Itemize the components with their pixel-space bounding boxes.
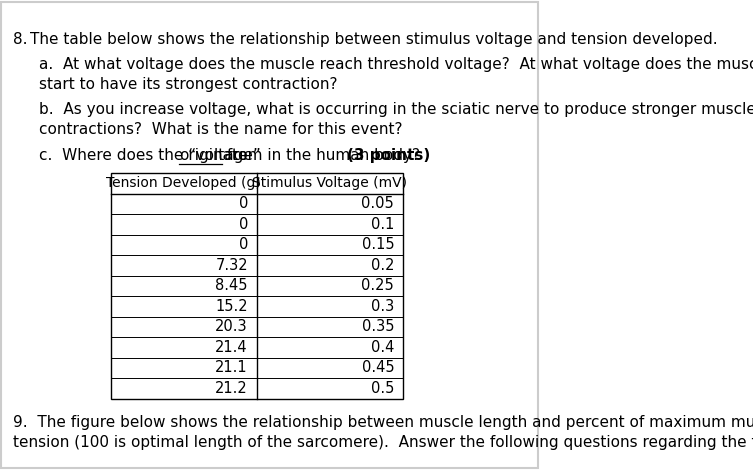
Text: 0.25: 0.25 bbox=[361, 278, 394, 293]
Text: 0.5: 0.5 bbox=[370, 381, 394, 396]
Text: contractions?  What is the name for this event?: contractions? What is the name for this … bbox=[39, 122, 403, 137]
Text: 0.35: 0.35 bbox=[361, 319, 394, 334]
Text: 21.4: 21.4 bbox=[215, 340, 248, 355]
Text: The table below shows the relationship between stimulus voltage and tension deve: The table below shows the relationship b… bbox=[30, 32, 718, 47]
Text: 21.1: 21.1 bbox=[215, 360, 248, 375]
Text: 0: 0 bbox=[239, 237, 248, 252]
Text: Stimulus Voltage (mV): Stimulus Voltage (mV) bbox=[252, 176, 407, 190]
Text: 0.45: 0.45 bbox=[361, 360, 394, 375]
Text: 7.32: 7.32 bbox=[215, 258, 248, 273]
Text: 0.05: 0.05 bbox=[361, 196, 394, 211]
Text: 20.3: 20.3 bbox=[215, 319, 248, 334]
Text: Tension Developed (g): Tension Developed (g) bbox=[106, 176, 261, 190]
Text: 0.2: 0.2 bbox=[370, 258, 394, 273]
Text: 21.2: 21.2 bbox=[215, 381, 248, 396]
Text: 0: 0 bbox=[239, 217, 248, 232]
Text: 9.  The figure below shows the relationship between muscle length and percent of: 9. The figure below shows the relationsh… bbox=[13, 415, 753, 430]
Text: 8.: 8. bbox=[13, 32, 27, 47]
Bar bbox=[111, 173, 403, 399]
Text: 0.15: 0.15 bbox=[361, 237, 394, 252]
Text: 8.45: 8.45 bbox=[215, 278, 248, 293]
Text: 0: 0 bbox=[239, 196, 248, 211]
Text: from in the human body?: from in the human body? bbox=[222, 148, 430, 163]
Text: b.  As you increase voltage, what is occurring in the sciatic nerve to produce s: b. As you increase voltage, what is occu… bbox=[39, 102, 753, 117]
Text: originate: originate bbox=[178, 148, 247, 163]
Text: 15.2: 15.2 bbox=[215, 299, 248, 314]
Text: c.  Where does the “voltage”: c. Where does the “voltage” bbox=[39, 148, 266, 163]
Text: (3 points): (3 points) bbox=[346, 148, 430, 163]
Text: 0.3: 0.3 bbox=[371, 299, 394, 314]
Text: tension (100 is optimal length of the sarcomere).  Answer the following question: tension (100 is optimal length of the sa… bbox=[13, 435, 753, 450]
Text: 0.1: 0.1 bbox=[370, 217, 394, 232]
Text: start to have its strongest contraction?: start to have its strongest contraction? bbox=[39, 77, 338, 92]
Text: a.  At what voltage does the muscle reach threshold voltage?  At what voltage do: a. At what voltage does the muscle reach… bbox=[39, 57, 753, 72]
FancyBboxPatch shape bbox=[2, 2, 538, 468]
Text: 0.4: 0.4 bbox=[370, 340, 394, 355]
